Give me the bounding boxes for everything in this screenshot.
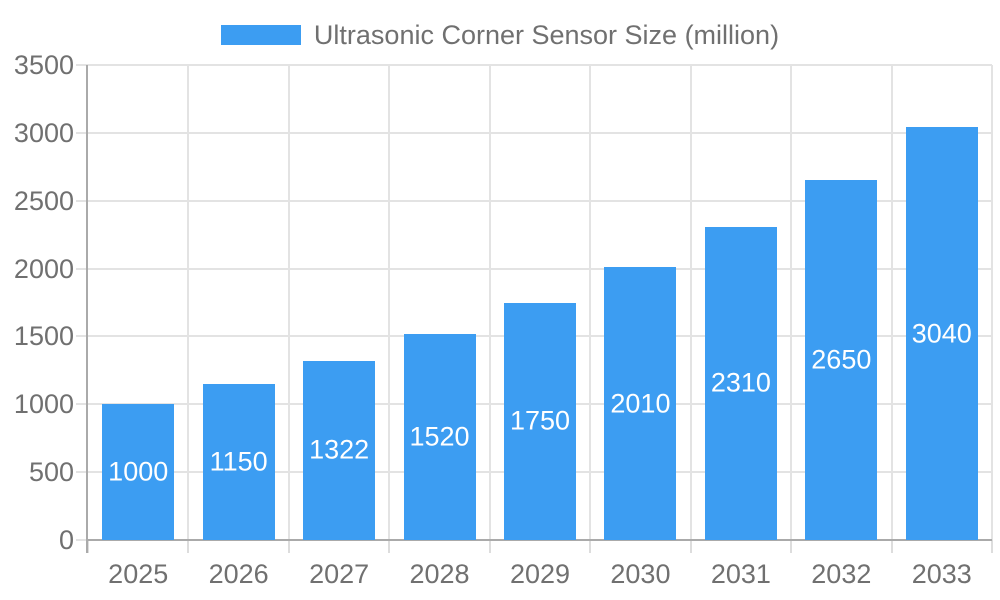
bar-2030[interactable]: 2010 bbox=[604, 267, 677, 540]
x-axis-tick bbox=[890, 540, 893, 553]
x-axis-label-2032: 2032 bbox=[811, 559, 872, 589]
x-axis-tick bbox=[991, 540, 993, 553]
x-axis-tick bbox=[87, 540, 89, 553]
x-gridline bbox=[388, 65, 391, 540]
x-axis-label-2029: 2029 bbox=[509, 559, 571, 589]
y-axis-tick bbox=[76, 403, 88, 406]
y-gridline bbox=[88, 199, 992, 202]
legend-swatch bbox=[220, 25, 301, 45]
y-axis-tick bbox=[76, 131, 88, 134]
legend-label: Ultrasonic Corner Sensor Size (million) bbox=[313, 20, 780, 50]
y-axis-label: 3000 bbox=[13, 117, 74, 148]
bar-2031[interactable]: 2310 bbox=[704, 226, 777, 540]
x-axis-line bbox=[86, 539, 992, 541]
bar-2032[interactable]: 2650 bbox=[805, 180, 878, 540]
x-axis-tick bbox=[790, 540, 793, 553]
y-axis-tick bbox=[76, 64, 88, 66]
y-gridline bbox=[88, 131, 992, 134]
x-gridline bbox=[790, 65, 793, 540]
x-axis-label-2030: 2030 bbox=[610, 559, 671, 589]
x-axis-tick bbox=[689, 540, 692, 553]
bar-value-label: 2010 bbox=[610, 388, 671, 419]
y-gridline bbox=[88, 64, 992, 66]
bar-2025[interactable]: 1000 bbox=[102, 404, 175, 540]
x-axis-tick bbox=[388, 540, 391, 553]
x-gridline bbox=[187, 65, 190, 540]
bar-value-label: 1000 bbox=[108, 456, 169, 487]
legend: Ultrasonic Corner Sensor Size (million) bbox=[0, 18, 1000, 52]
bar-2027[interactable]: 1322 bbox=[303, 360, 376, 540]
y-axis-tick bbox=[76, 335, 88, 338]
x-axis-tick bbox=[589, 540, 592, 553]
y-axis-tick bbox=[76, 199, 88, 202]
y-gridline bbox=[88, 267, 992, 270]
y-axis-label: 0 bbox=[58, 525, 74, 555]
x-axis-label-2025: 2025 bbox=[108, 559, 169, 589]
bar-value-label: 1322 bbox=[309, 434, 370, 465]
bar-value-label: 2310 bbox=[710, 367, 771, 398]
y-axis-tick bbox=[76, 267, 88, 270]
bar-value-label: 1520 bbox=[409, 421, 470, 452]
bar-2033[interactable]: 3040 bbox=[905, 127, 978, 540]
x-gridline bbox=[287, 65, 290, 540]
x-gridline bbox=[488, 65, 491, 540]
bar-2028[interactable]: 1520 bbox=[403, 333, 476, 540]
x-axis-label-2028: 2028 bbox=[409, 559, 470, 589]
y-axis-label: 3500 bbox=[13, 50, 74, 80]
bar-value-label: 3040 bbox=[911, 318, 972, 349]
x-axis-label-2027: 2027 bbox=[309, 559, 370, 589]
x-axis-label-2031: 2031 bbox=[710, 559, 771, 589]
bar-value-label: 1750 bbox=[509, 405, 571, 436]
x-axis-label-2033: 2033 bbox=[911, 559, 972, 589]
x-axis-tick bbox=[187, 540, 190, 553]
x-axis-tick bbox=[488, 540, 491, 553]
y-axis-label: 2500 bbox=[13, 185, 74, 216]
x-axis-label-2026: 2026 bbox=[208, 559, 269, 589]
y-axis-label: 2000 bbox=[13, 253, 74, 284]
y-axis-line bbox=[86, 65, 88, 553]
bar-value-label: 2650 bbox=[811, 344, 872, 375]
y-axis-tick bbox=[76, 471, 88, 474]
y-axis-tick bbox=[76, 539, 88, 541]
x-gridline bbox=[890, 65, 893, 540]
x-gridline bbox=[589, 65, 592, 540]
y-axis-label: 500 bbox=[28, 457, 74, 488]
bar-2026[interactable]: 1150 bbox=[202, 383, 275, 540]
x-axis-tick bbox=[287, 540, 290, 553]
bar-2029[interactable]: 1750 bbox=[504, 302, 576, 540]
legend-item[interactable]: Ultrasonic Corner Sensor Size (million) bbox=[220, 18, 780, 52]
y-axis-label: 1500 bbox=[13, 321, 74, 352]
x-gridline bbox=[991, 65, 993, 540]
y-axis-label: 1000 bbox=[13, 389, 74, 420]
bar-value-label: 1150 bbox=[209, 446, 268, 477]
x-gridline bbox=[689, 65, 692, 540]
